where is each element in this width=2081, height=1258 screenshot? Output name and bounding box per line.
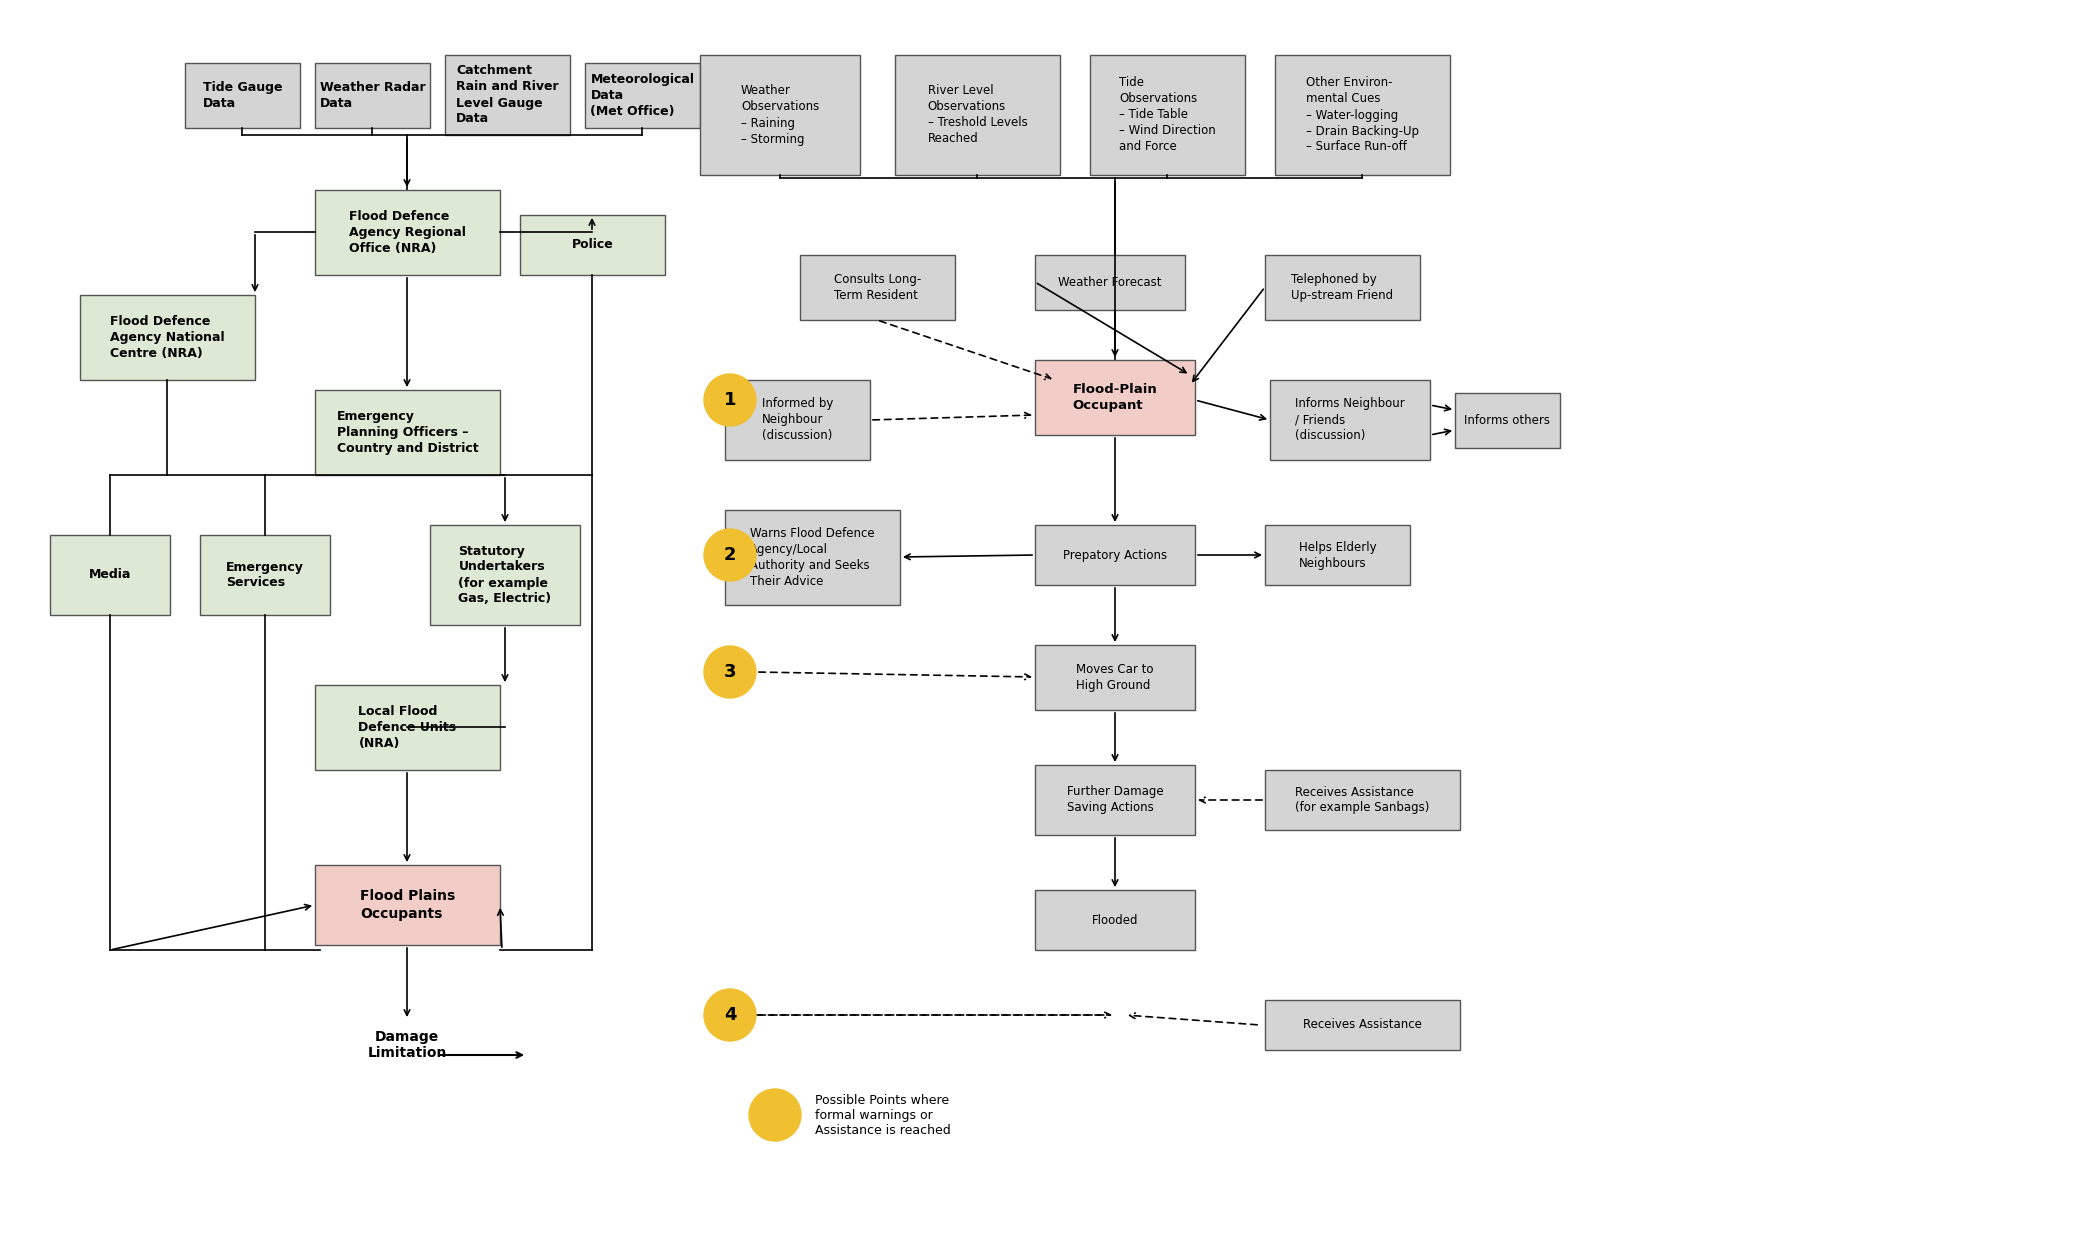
Text: Police: Police <box>572 239 614 252</box>
Text: Weather Forecast: Weather Forecast <box>1059 276 1161 289</box>
FancyBboxPatch shape <box>314 866 499 945</box>
FancyBboxPatch shape <box>520 215 666 276</box>
Text: Warns Flood Defence
Agency/Local
Authority and Seeks
Their Advice: Warns Flood Defence Agency/Local Authori… <box>749 527 874 587</box>
FancyBboxPatch shape <box>1265 525 1411 585</box>
FancyBboxPatch shape <box>699 55 859 175</box>
Text: Informs others: Informs others <box>1465 414 1550 426</box>
Text: Prepatory Actions: Prepatory Actions <box>1063 548 1167 561</box>
Text: Emergency
Planning Officers –
Country and District: Emergency Planning Officers – Country an… <box>337 410 479 455</box>
Text: Telephoned by
Up-stream Friend: Telephoned by Up-stream Friend <box>1292 273 1394 302</box>
Text: Meteorological
Data
(Met Office): Meteorological Data (Met Office) <box>591 73 695 118</box>
FancyBboxPatch shape <box>314 63 431 128</box>
Text: Weather
Observations
– Raining
– Storming: Weather Observations – Raining – Stormin… <box>741 84 820 146</box>
FancyBboxPatch shape <box>50 535 171 615</box>
FancyBboxPatch shape <box>200 535 331 615</box>
FancyBboxPatch shape <box>1090 55 1244 175</box>
Text: Local Flood
Defence Units
(NRA): Local Flood Defence Units (NRA) <box>358 704 456 750</box>
Text: Consults Long-
Term Resident: Consults Long- Term Resident <box>834 273 922 302</box>
Text: Weather Radar
Data: Weather Radar Data <box>320 81 425 109</box>
Text: Damage
Limitation: Damage Limitation <box>368 1030 447 1060</box>
Text: Catchment
Rain and River
Level Gauge
Data: Catchment Rain and River Level Gauge Dat… <box>456 64 560 126</box>
Text: Helps Elderly
Neighbours: Helps Elderly Neighbours <box>1299 541 1376 570</box>
Text: Media: Media <box>89 569 131 581</box>
Text: Tide Gauge
Data: Tide Gauge Data <box>202 81 283 109</box>
FancyBboxPatch shape <box>1265 1000 1461 1050</box>
Text: 2: 2 <box>724 546 737 564</box>
Text: River Level
Observations
– Treshold Levels
Reached: River Level Observations – Treshold Leve… <box>928 84 1028 146</box>
FancyBboxPatch shape <box>79 294 256 380</box>
Circle shape <box>703 989 755 1042</box>
FancyBboxPatch shape <box>1034 765 1194 835</box>
FancyBboxPatch shape <box>314 390 499 476</box>
FancyBboxPatch shape <box>431 525 581 625</box>
FancyBboxPatch shape <box>1455 392 1561 448</box>
FancyBboxPatch shape <box>724 380 870 460</box>
FancyBboxPatch shape <box>585 63 699 128</box>
Text: 3: 3 <box>724 663 737 681</box>
Text: Receives Assistance
(for example Sanbags): Receives Assistance (for example Sanbags… <box>1294 785 1430 814</box>
Text: Emergency
Services: Emergency Services <box>227 561 304 590</box>
FancyBboxPatch shape <box>1265 770 1461 830</box>
FancyBboxPatch shape <box>1034 360 1194 435</box>
FancyBboxPatch shape <box>1034 889 1194 950</box>
FancyBboxPatch shape <box>799 255 955 320</box>
FancyBboxPatch shape <box>895 55 1059 175</box>
Text: 4: 4 <box>724 1006 737 1024</box>
FancyBboxPatch shape <box>1034 645 1194 710</box>
FancyBboxPatch shape <box>314 686 499 770</box>
Text: Informs Neighbour
/ Friends
(discussion): Informs Neighbour / Friends (discussion) <box>1294 398 1405 443</box>
Text: Possible Points where
formal warnings or
Assistance is reached: Possible Points where formal warnings or… <box>816 1093 951 1136</box>
Circle shape <box>703 647 755 698</box>
FancyBboxPatch shape <box>1269 380 1430 460</box>
FancyBboxPatch shape <box>445 55 570 135</box>
Text: Tide
Observations
– Tide Table
– Wind Direction
and Force: Tide Observations – Tide Table – Wind Di… <box>1120 77 1215 153</box>
Text: Informed by
Neighbour
(discussion): Informed by Neighbour (discussion) <box>762 398 832 443</box>
Text: Further Damage
Saving Actions: Further Damage Saving Actions <box>1068 785 1163 814</box>
Text: Flood-Plain
Occupant: Flood-Plain Occupant <box>1072 382 1157 413</box>
Text: Flooded: Flooded <box>1093 913 1138 926</box>
FancyBboxPatch shape <box>724 509 899 605</box>
Text: Flood Defence
Agency National
Centre (NRA): Flood Defence Agency National Centre (NR… <box>110 314 225 360</box>
Text: Statutory
Undertakers
(for example
Gas, Electric): Statutory Undertakers (for example Gas, … <box>458 545 551 605</box>
FancyBboxPatch shape <box>1265 255 1419 320</box>
FancyBboxPatch shape <box>1276 55 1450 175</box>
FancyBboxPatch shape <box>185 63 300 128</box>
Circle shape <box>749 1089 801 1141</box>
FancyBboxPatch shape <box>1034 525 1194 585</box>
FancyBboxPatch shape <box>1034 255 1184 309</box>
FancyBboxPatch shape <box>314 190 499 276</box>
Text: 1: 1 <box>724 391 737 409</box>
Circle shape <box>703 530 755 581</box>
Text: Flood Plains
Occupants: Flood Plains Occupants <box>360 889 456 921</box>
Text: Receives Assistance: Receives Assistance <box>1303 1019 1421 1032</box>
Text: Flood Defence
Agency Regional
Office (NRA): Flood Defence Agency Regional Office (NR… <box>350 210 466 255</box>
Text: Other Environ-
mental Cues
– Water-logging
– Drain Backing-Up
– Surface Run-off: Other Environ- mental Cues – Water-loggi… <box>1307 77 1419 153</box>
Circle shape <box>703 374 755 426</box>
Text: Moves Car to
High Ground: Moves Car to High Ground <box>1076 663 1153 692</box>
